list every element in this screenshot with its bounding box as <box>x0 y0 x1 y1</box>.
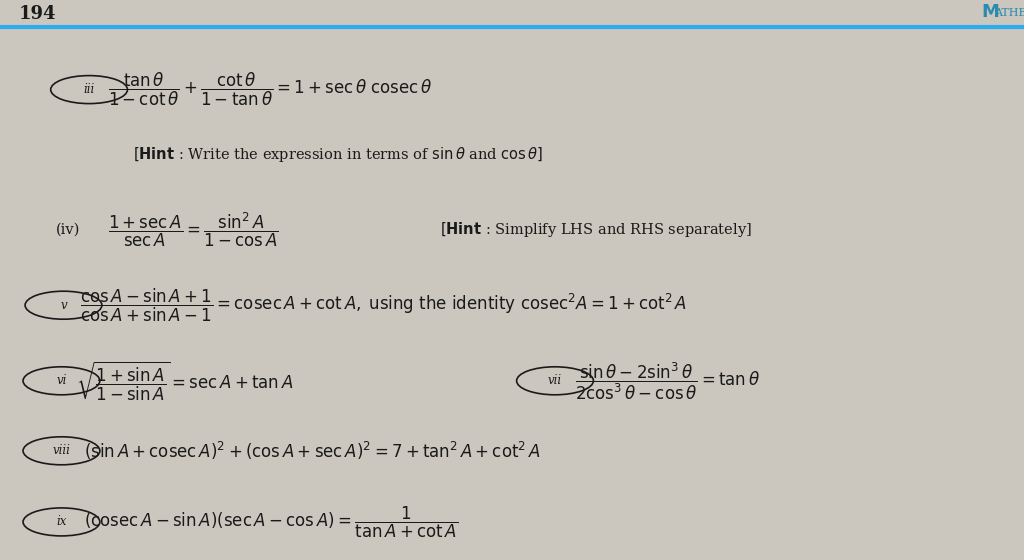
Text: $[\mathbf{Hint}$ : Write the expression in terms of $\sin\theta$ and $\cos\theta: $[\mathbf{Hint}$ : Write the expression … <box>133 144 544 164</box>
Text: v: v <box>60 298 67 312</box>
Text: $\sqrt{\dfrac{1+\sin A}{1-\sin A}}=\sec A+\tan A$: $\sqrt{\dfrac{1+\sin A}{1-\sin A}}=\sec … <box>76 359 293 403</box>
Text: $(\mathrm{cosec}\,A-\sin A)(\sec A-\cos A)=\dfrac{1}{\tan A+\cot A}$: $(\mathrm{cosec}\,A-\sin A)(\sec A-\cos … <box>84 505 458 539</box>
Text: vii: vii <box>548 374 562 388</box>
Text: iii: iii <box>84 83 94 96</box>
Text: $\mathbf{M}$: $\mathbf{M}$ <box>981 3 999 21</box>
Text: viii: viii <box>52 444 71 458</box>
Text: ATHEMATICS: ATHEMATICS <box>994 8 1024 18</box>
Text: $\dfrac{\cos A-\sin A+1}{\cos A+\sin A-1}=\mathrm{cosec}\,A+\cot A,\;\text{using: $\dfrac{\cos A-\sin A+1}{\cos A+\sin A-1… <box>80 287 687 324</box>
Text: $\dfrac{\sin\theta-2\sin^3\theta}{2\cos^3\theta-\cos\theta}=\tan\theta$: $\dfrac{\sin\theta-2\sin^3\theta}{2\cos^… <box>575 360 761 402</box>
Text: ix: ix <box>56 515 67 529</box>
Text: $[\mathbf{Hint}$ : Simplify LHS and RHS separately]: $[\mathbf{Hint}$ : Simplify LHS and RHS … <box>440 220 753 239</box>
Text: $(\sin A+\mathrm{cosec}\,A)^2+(\cos A+\sec A)^2=7+\tan^2 A+\cot^2 A$: $(\sin A+\mathrm{cosec}\,A)^2+(\cos A+\s… <box>84 440 541 462</box>
Text: $\dfrac{\tan\theta}{1-\cot\theta}+\dfrac{\cot\theta}{1-\tan\theta}=1+\sec\theta\: $\dfrac{\tan\theta}{1-\cot\theta}+\dfrac… <box>108 71 431 108</box>
Text: (iv): (iv) <box>56 223 81 237</box>
Text: 194: 194 <box>18 5 56 23</box>
Text: vi: vi <box>56 374 67 388</box>
Text: $\dfrac{1+\sec A}{\sec A}=\dfrac{\sin^2 A}{1-\cos A}$: $\dfrac{1+\sec A}{\sec A}=\dfrac{\sin^2 … <box>108 211 279 249</box>
